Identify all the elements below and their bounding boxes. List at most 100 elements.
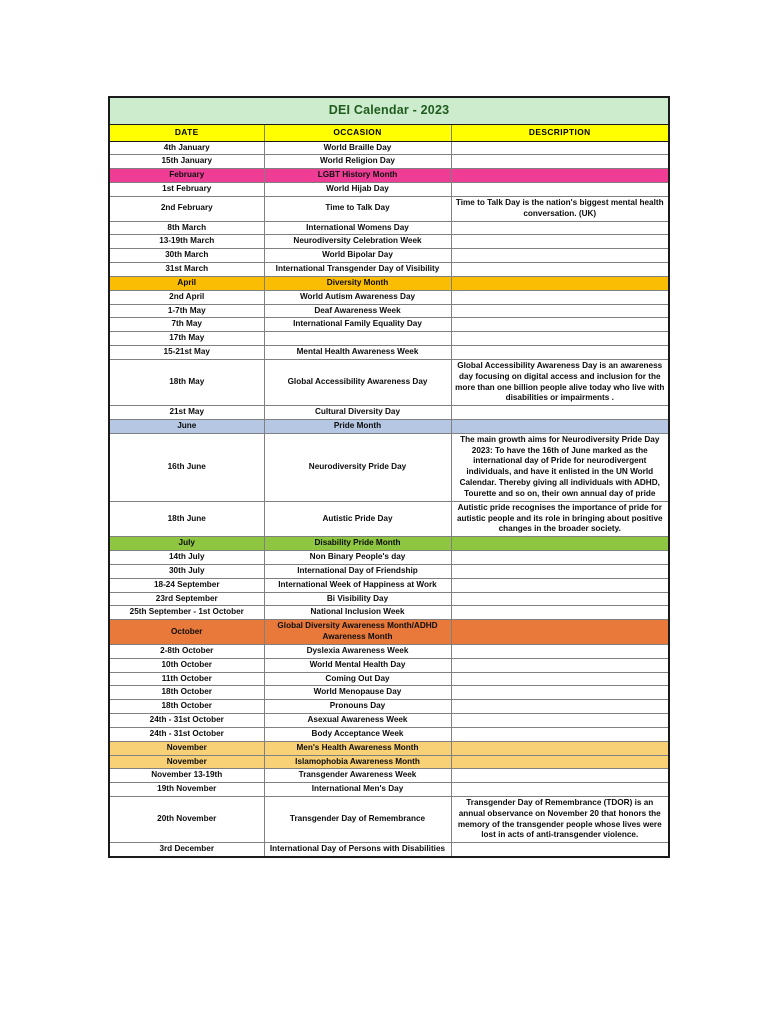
cell-description: [450, 331, 670, 347]
cell-date: 16th June: [108, 432, 265, 502]
cell-date: 23rd September: [108, 591, 265, 607]
cell-occasion: International Men's Day: [263, 782, 452, 797]
cell-occasion: Men's Health Awareness Month: [263, 740, 452, 756]
cell-occasion: National Inclusion Week: [263, 605, 452, 621]
column-header-date: DATE: [108, 123, 265, 142]
table-row: 11th October Coming Out Day: [108, 671, 670, 687]
cell-description: [450, 619, 670, 645]
table-row: 18th October World Menopause Day: [108, 685, 670, 701]
table-row: 8th March International Womens Day: [108, 220, 670, 236]
table-row: 16th June Neurodiversity Pride Day The mai…: [108, 432, 670, 502]
table-row: 24th - 31st October Asexual Awareness Wee…: [108, 713, 670, 728]
table-row: 30th March World Bipolar Day: [108, 248, 670, 264]
cell-occasion: World Hijab Day: [263, 182, 452, 197]
month-banner-row: November Men's Health Awareness Month: [108, 740, 670, 756]
cell-date: 4th January: [108, 140, 265, 156]
cell-occasion: Transgender Awareness Week: [263, 768, 452, 784]
cell-occasion: Pronouns Day: [263, 699, 452, 715]
cell-date: 13-19th March: [108, 234, 265, 250]
cell-date: 21st May: [108, 405, 265, 420]
cell-description: [450, 234, 670, 250]
cell-description: [450, 345, 670, 360]
cell-description: [450, 591, 670, 607]
table-row: 18th May Global Accessibility Awareness D…: [108, 358, 670, 407]
cell-occasion: Autistic Pride Day: [263, 500, 452, 538]
cell-date: 1st February: [108, 182, 265, 197]
cell-date: 2-8th October: [108, 643, 265, 659]
cell-occasion: Body Acceptance Week: [263, 726, 452, 742]
cell-description: Autistic pride recognises the importance…: [450, 500, 670, 538]
calendar-title-row: DEI Calendar - 2023: [108, 96, 670, 125]
cell-occasion: Neurodiversity Pride Day: [263, 432, 452, 502]
cell-occasion: Non Binary People's day: [263, 550, 452, 565]
table-row: 15-21st May Mental Health Awareness Week: [108, 345, 670, 360]
table-row: 2nd April World Autism Awareness Day: [108, 289, 670, 305]
cell-description: [450, 536, 670, 552]
cell-date: 11th October: [108, 671, 265, 687]
cell-date: 30th July: [108, 563, 265, 579]
cell-date: 2nd February: [108, 195, 265, 222]
table-row: 14th July Non Binary People's day: [108, 550, 670, 565]
cell-date: 24th - 31st October: [108, 713, 265, 728]
cell-date: 18th June: [108, 500, 265, 538]
cell-description: [450, 782, 670, 797]
cell-description: [450, 220, 670, 236]
page-title: DEI Calendar - 2023: [108, 96, 670, 125]
cell-occasion: Global Accessibility Awareness Day: [263, 358, 452, 407]
cell-occasion: World Autism Awareness Day: [263, 289, 452, 305]
cell-date: 19th November: [108, 782, 265, 797]
cell-description: [450, 140, 670, 156]
cell-description: [450, 577, 670, 593]
cell-occasion: Pride Month: [263, 418, 452, 434]
cell-date: October: [108, 619, 265, 645]
cell-description: [450, 740, 670, 756]
cell-date: 30th March: [108, 248, 265, 264]
column-header-occasion: OCCASION: [263, 123, 452, 142]
cell-date: April: [108, 275, 265, 291]
cell-date: 15-21st May: [108, 345, 265, 360]
cell-date: 10th October: [108, 657, 265, 673]
month-banner-row: November Islamophobia Awareness Month: [108, 754, 670, 770]
cell-occasion: World Mental Health Day: [263, 657, 452, 673]
cell-occasion: Neurodiversity Celebration Week: [263, 234, 452, 250]
month-banner-row: October Global Diversity Awareness Month/…: [108, 619, 670, 645]
cell-description: [450, 303, 670, 319]
cell-occasion: Asexual Awareness Week: [263, 713, 452, 728]
cell-occasion: Time to Talk Day: [263, 195, 452, 222]
cell-description: [450, 657, 670, 673]
cell-occasion: International Day of Friendship: [263, 563, 452, 579]
table-row: 18th June Autistic Pride Day Autistic prid…: [108, 500, 670, 538]
cell-description: Transgender Day of Remembrance (TDOR) is…: [450, 795, 670, 844]
table-row: 24th - 31st October Body Acceptance Week: [108, 726, 670, 742]
cell-date: 18-24 September: [108, 577, 265, 593]
dei-calendar-table: DEI Calendar - 2023 DATE OCCASION DESCRIPTI…: [108, 96, 670, 859]
cell-occasion: Bi Visibility Day: [263, 591, 452, 607]
month-banner-row: February LGBT History Month: [108, 168, 670, 184]
month-banner-row: April Diversity Month: [108, 275, 670, 291]
cell-description: [450, 643, 670, 659]
cell-date: 25th September - 1st October: [108, 605, 265, 621]
cell-description: [450, 262, 670, 277]
cell-date: 18th October: [108, 685, 265, 701]
cell-description: Global Accessibility Awareness Day is an…: [450, 358, 670, 407]
cell-description: [450, 418, 670, 434]
cell-description: [450, 713, 670, 728]
cell-occasion: Diversity Month: [263, 275, 452, 291]
cell-occasion: Disability Pride Month: [263, 536, 452, 552]
cell-description: [450, 699, 670, 715]
month-banner-row: July Disability Pride Month: [108, 536, 670, 552]
table-row: 4th January World Braille Day: [108, 140, 670, 156]
cell-occasion: Deaf Awareness Week: [263, 303, 452, 319]
cell-occasion: International Family Equality Day: [263, 317, 452, 333]
cell-date: 18th October: [108, 699, 265, 715]
cell-description: Time to Talk Day is the nation's biggest…: [450, 195, 670, 222]
cell-occasion: Islamophobia Awareness Month: [263, 754, 452, 770]
cell-description: [450, 605, 670, 621]
cell-occasion: International Womens Day: [263, 220, 452, 236]
cell-description: [450, 154, 670, 170]
table-row: 15th January World Religion Day: [108, 154, 670, 170]
cell-date: 1-7th May: [108, 303, 265, 319]
cell-description: [450, 726, 670, 742]
table-row: 20th November Transgender Day of Remembra…: [108, 795, 670, 844]
column-header-description: DESCRIPTION: [450, 123, 670, 142]
